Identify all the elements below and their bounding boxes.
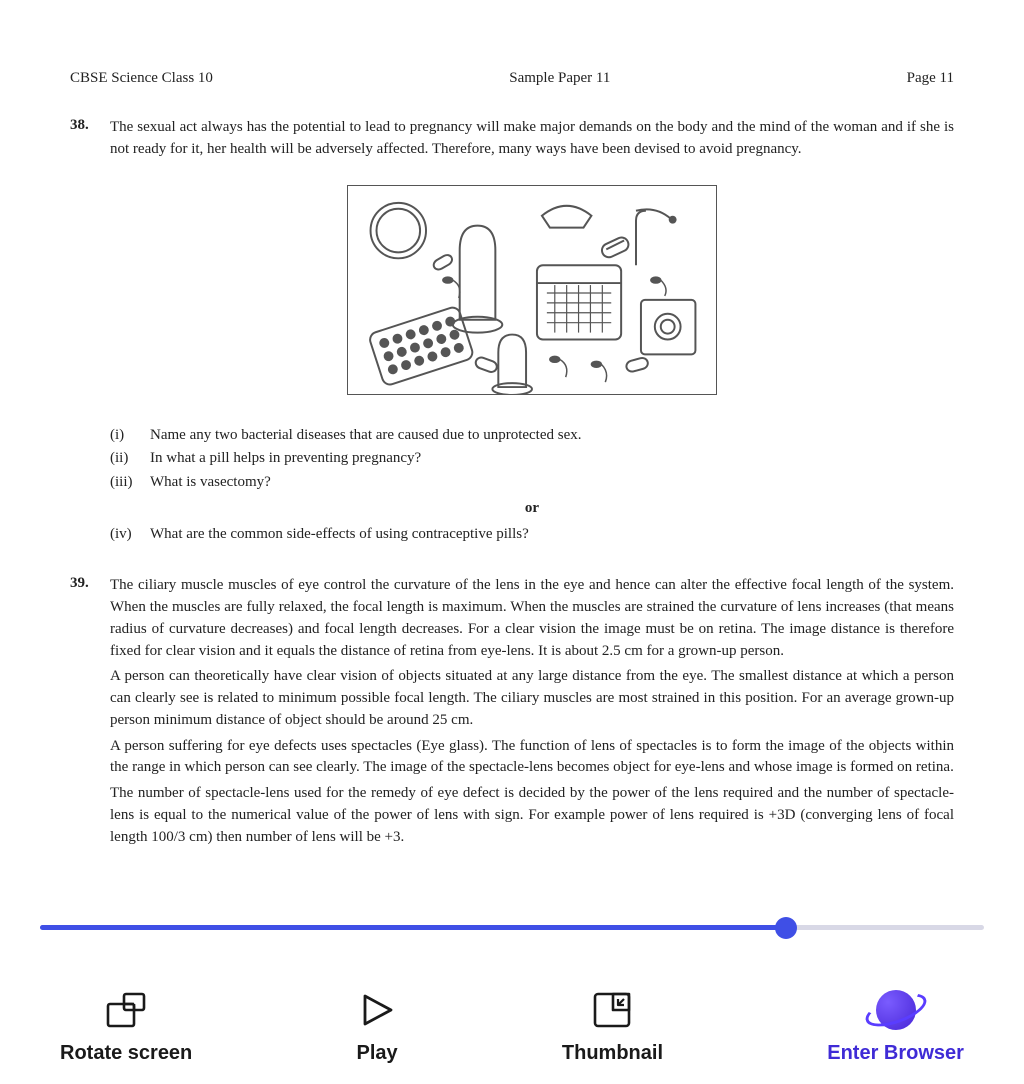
question-39: 39. The ciliary muscle muscles of eye co… [70, 575, 954, 852]
paragraph: A person suffering for eye defects uses … [110, 736, 954, 780]
slider-thumb[interactable] [775, 917, 797, 939]
subquestion-ii: (ii) In what a pill helps in preventing … [110, 448, 954, 470]
paragraph: The number of spectacle-lens used for th… [110, 783, 954, 848]
contraceptives-illustration [347, 185, 717, 395]
play-icon [357, 990, 397, 1030]
header-left: CBSE Science Class 10 [70, 70, 213, 87]
question-body: The ciliary muscle muscles of eye contro… [110, 575, 954, 852]
header-center: Sample Paper 11 [509, 70, 610, 87]
roman-numeral: (ii) [110, 448, 150, 470]
question-body: The sexual act always has the potential … [110, 117, 954, 547]
roman-numeral: (i) [110, 425, 150, 447]
paragraph: A person can theoretically have clear vi… [110, 666, 954, 731]
rotate-screen-button[interactable]: Rotate screen [60, 990, 192, 1063]
question-38: 38. The sexual act always has the potent… [70, 117, 954, 547]
document-page: CBSE Science Class 10 Sample Paper 11 Pa… [0, 0, 1024, 900]
button-label: Thumbnail [562, 1042, 663, 1063]
header-right: Page 11 [907, 70, 954, 87]
subquestion-text: Name any two bacterial diseases that are… [150, 425, 582, 447]
button-label: Rotate screen [60, 1042, 192, 1063]
thumbnail-icon [591, 990, 633, 1030]
paragraph: The ciliary muscle muscles of eye contro… [110, 575, 954, 662]
thumbnail-button[interactable]: Thumbnail [562, 990, 663, 1063]
page-header: CBSE Science Class 10 Sample Paper 11 Pa… [70, 70, 954, 87]
or-separator: or [110, 498, 954, 520]
subquestion-text: In what a pill helps in preventing pregn… [150, 448, 421, 470]
subquestion-iii: (iii) What is vasectomy? [110, 472, 954, 494]
question-intro: The sexual act always has the potential … [110, 117, 954, 161]
subquestion-i: (i) Name any two bacterial diseases that… [110, 425, 954, 447]
slider-fill [40, 925, 786, 930]
planet-icon [876, 990, 916, 1030]
progress-slider[interactable] [40, 925, 984, 930]
rotate-icon [104, 990, 148, 1030]
subquestion-iv: (iv) What are the common side-effects of… [110, 524, 954, 546]
button-label: Play [357, 1042, 398, 1063]
play-button[interactable]: Play [357, 990, 398, 1063]
enter-browser-button[interactable]: Enter Browser [827, 990, 964, 1063]
roman-numeral: (iv) [110, 524, 150, 546]
question-number: 39. [70, 575, 110, 852]
subquestion-text: What are the common side-effects of usin… [150, 524, 529, 546]
button-label: Enter Browser [827, 1042, 964, 1063]
subquestion-text: What is vasectomy? [150, 472, 271, 494]
bottom-toolbar: Rotate screen Play Thumbnail Enter Brows… [60, 990, 964, 1063]
slider-track [40, 925, 984, 930]
question-number: 38. [70, 117, 110, 547]
illustration-svg [348, 186, 716, 394]
roman-numeral: (iii) [110, 472, 150, 494]
